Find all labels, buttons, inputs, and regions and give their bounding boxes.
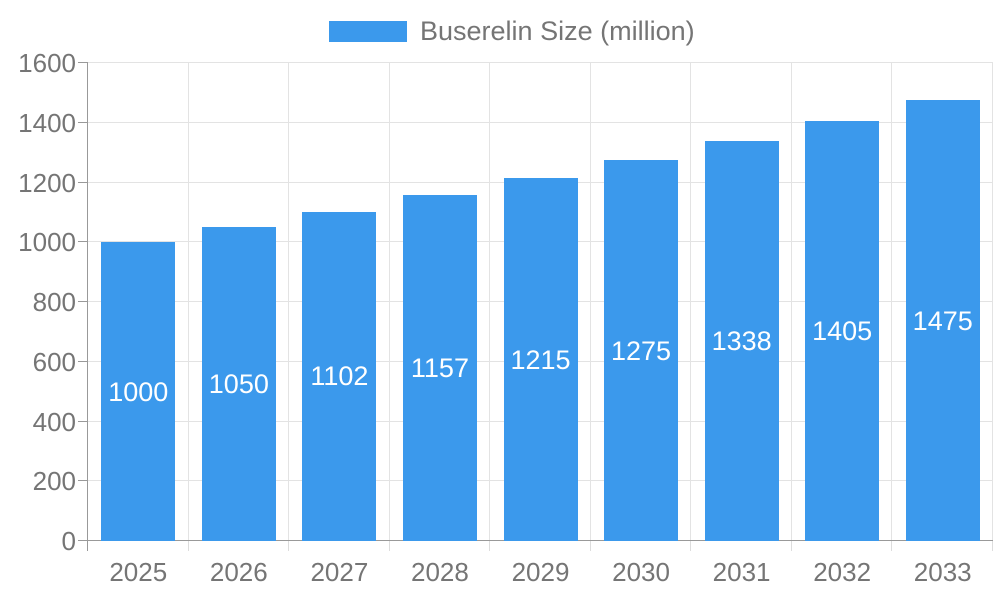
x-gridline	[288, 63, 290, 541]
y-axis-tick	[78, 241, 88, 243]
x-axis-tick	[891, 541, 893, 551]
x-axis-label: 2028	[411, 557, 469, 587]
y-axis-tick	[78, 540, 88, 541]
x-axis-label: 2029	[511, 557, 570, 587]
y-axis-label: 1400	[18, 107, 76, 138]
legend-label: Buserelin Size (million)	[420, 16, 695, 46]
y-axis-line	[87, 63, 88, 541]
x-gridline	[891, 63, 893, 541]
bar[interactable]	[805, 121, 880, 541]
x-axis-tick	[589, 541, 591, 551]
x-axis-tick	[489, 541, 491, 551]
x-axis-label: 2026	[209, 557, 268, 587]
bar-value-label: 1157	[410, 353, 469, 384]
bar[interactable]	[101, 242, 176, 541]
bar-value-label: 1000	[108, 376, 169, 407]
x-gridline	[589, 63, 591, 541]
x-gridline	[690, 63, 692, 541]
bar-value-label: 1405	[812, 316, 873, 347]
bar[interactable]	[503, 178, 578, 541]
bar-value-label: 1475	[912, 305, 973, 336]
x-axis-label: 2030	[612, 557, 670, 587]
y-axis-label: 1000	[18, 227, 76, 258]
y-axis-tick	[78, 360, 88, 362]
bar-value-label: 1050	[208, 369, 269, 400]
bar-value-label: 1338	[711, 326, 772, 357]
x-gridline	[790, 63, 792, 541]
x-axis-tick	[790, 541, 792, 551]
x-gridline	[388, 63, 390, 541]
x-axis-tick	[87, 541, 88, 551]
x-gridline	[187, 63, 189, 541]
x-gridline	[992, 63, 993, 541]
x-axis-label: 2031	[712, 557, 771, 587]
x-axis-tick	[992, 541, 993, 551]
bar[interactable]	[905, 100, 980, 541]
bar-value-label: 1102	[310, 361, 369, 392]
bar[interactable]	[704, 141, 779, 541]
x-axis-label: 2025	[109, 557, 168, 587]
y-axis-tick	[78, 480, 88, 482]
y-axis-tick	[78, 62, 88, 63]
x-axis-label: 2032	[813, 557, 872, 587]
bar[interactable]	[302, 211, 377, 541]
bar[interactable]	[402, 195, 477, 541]
y-axis-label: 600	[32, 346, 76, 377]
x-axis-label: 2027	[310, 557, 369, 587]
y-axis-label: 200	[32, 466, 76, 497]
x-axis-tick	[288, 541, 290, 551]
y-axis-tick	[78, 301, 88, 302]
y-gridline	[88, 62, 993, 63]
y-axis-label: 1600	[18, 48, 76, 78]
x-axis-tick	[187, 541, 189, 551]
y-axis-label: 0	[61, 526, 76, 556]
y-axis-label: 800	[32, 287, 76, 317]
x-axis-tick	[690, 541, 692, 551]
legend[interactable]: Buserelin Size (million)	[329, 13, 695, 49]
y-gridline	[88, 121, 993, 123]
bar[interactable]	[201, 227, 276, 541]
legend-swatch	[329, 20, 407, 42]
bar-value-label: 1275	[611, 335, 672, 366]
y-axis-label: 1200	[18, 167, 76, 198]
y-axis-label: 400	[32, 406, 76, 437]
x-axis-tick	[388, 541, 390, 551]
x-gridline	[489, 63, 491, 541]
y-axis-tick	[78, 121, 88, 123]
bar[interactable]	[604, 160, 679, 541]
y-axis-tick	[78, 181, 88, 183]
bar-value-label: 1215	[510, 344, 571, 375]
y-axis-tick	[78, 420, 88, 422]
x-axis-label: 2033	[913, 557, 972, 587]
